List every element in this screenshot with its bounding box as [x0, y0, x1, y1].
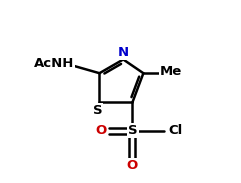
Text: O: O — [96, 124, 107, 137]
Text: Me: Me — [160, 65, 182, 78]
Text: S: S — [93, 104, 102, 117]
Text: S: S — [128, 124, 138, 137]
Text: O: O — [127, 159, 138, 172]
Text: AcNH: AcNH — [33, 57, 74, 70]
Text: N: N — [118, 46, 129, 59]
Text: Cl: Cl — [168, 124, 182, 137]
